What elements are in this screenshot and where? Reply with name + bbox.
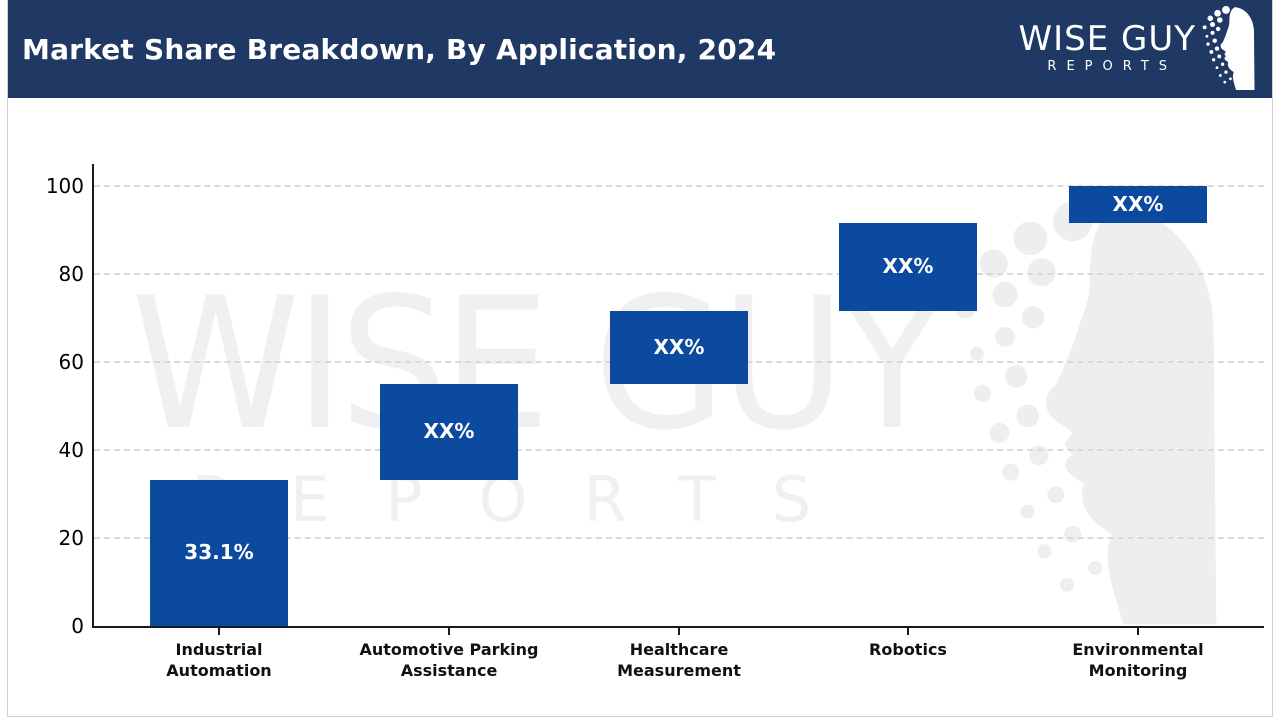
x-axis-tick	[218, 628, 220, 635]
y-tick-label: 60	[58, 350, 84, 374]
x-axis-line	[92, 626, 1264, 628]
y-tick-label: 0	[71, 614, 84, 638]
chart: WISE GUY REPORTS 0 20 40 60 80 100 33.1% Indust…	[8, 98, 1272, 716]
gridline-20	[94, 537, 1264, 539]
bar-segment	[610, 311, 748, 384]
watermark-line1: WISE GUY	[131, 258, 945, 470]
gridline-100	[94, 185, 1264, 187]
bar-segment	[380, 384, 518, 481]
x-axis-tick	[907, 628, 909, 635]
x-category-label: Automotive Parking Assistance	[359, 640, 539, 680]
header-bar: Market Share Breakdown, By Application, …	[8, 0, 1272, 98]
y-axis-line	[92, 164, 94, 628]
brand-subtitle: REPORTS	[1047, 58, 1178, 74]
x-category-label: Industrial Automation	[166, 640, 272, 680]
bar-value-label: XX%	[882, 254, 934, 279]
page-title: Market Share Breakdown, By Application, …	[22, 32, 777, 66]
y-tick-label: 40	[58, 438, 84, 462]
x-category-label: Robotics	[869, 640, 947, 659]
bar-segment	[150, 480, 288, 626]
bar-segment	[839, 223, 977, 312]
bar-value-label: 33.1%	[184, 540, 254, 565]
brand-name: WISE GUY	[1018, 19, 1196, 60]
bar-value-label: XX%	[1112, 191, 1164, 216]
bar-value-label: XX%	[423, 419, 475, 444]
x-category-label: Healthcare Measurement	[617, 640, 741, 680]
x-axis-tick	[678, 628, 680, 635]
x-axis-tick	[448, 628, 450, 635]
brand-logo: WISE GUY REPORTS	[1018, 6, 1262, 90]
page-frame: Market Share Breakdown, By Application, …	[7, 0, 1273, 717]
watermark-face-icon	[955, 201, 1217, 625]
gridline-80	[94, 273, 1264, 275]
y-tick-label: 20	[58, 526, 84, 550]
y-tick-label: 100	[45, 174, 84, 198]
bar-value-label: XX%	[653, 334, 705, 359]
y-tick-label: 80	[58, 262, 84, 286]
x-axis-tick	[1137, 628, 1139, 635]
brand-logo-text: WISE GUY REPORTS	[1018, 19, 1196, 74]
dotted-face-icon	[1202, 6, 1255, 90]
gridline-40	[94, 449, 1264, 451]
x-category-label: Environmental Monitoring	[1072, 640, 1204, 680]
